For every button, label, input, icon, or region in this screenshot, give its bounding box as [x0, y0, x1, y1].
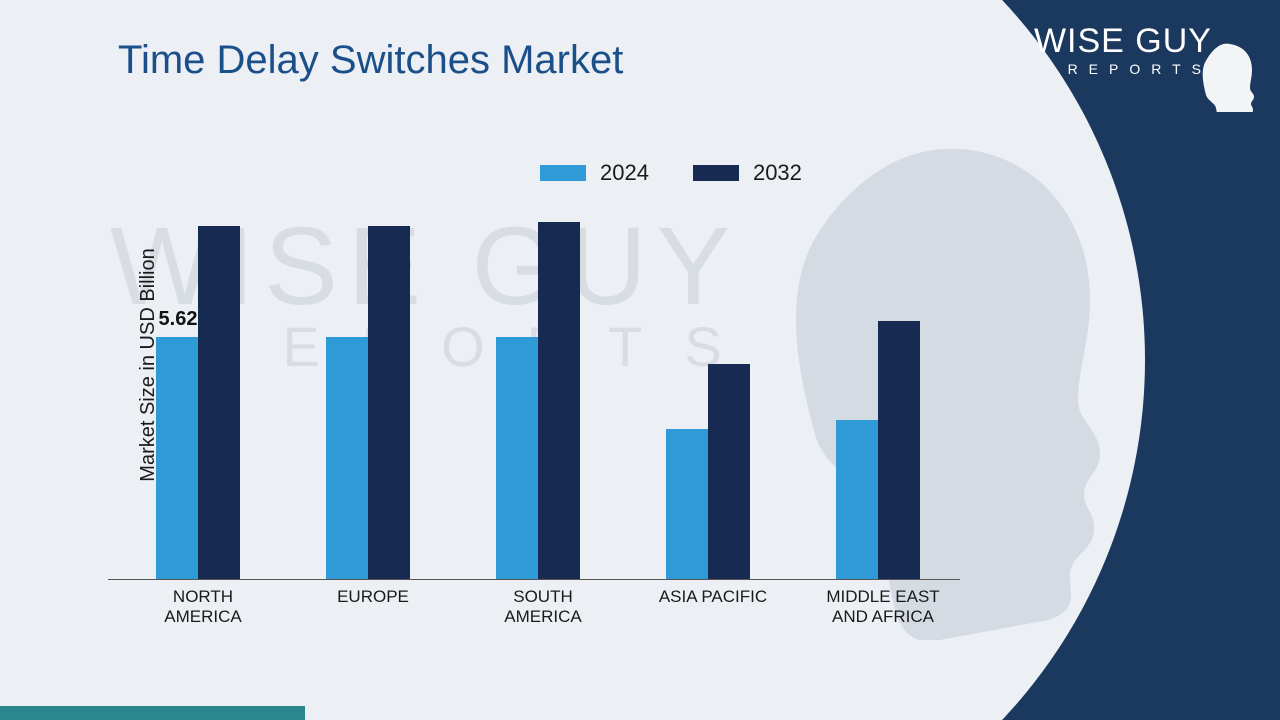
bar-series-2032 [538, 222, 580, 579]
bar-series-2024 [156, 337, 198, 579]
bar-series-2032 [368, 226, 410, 579]
chart-title: Time Delay Switches Market [118, 38, 623, 83]
bar-series-2024 [666, 429, 708, 579]
category-label: SOUTH AMERICA [478, 587, 608, 628]
category-label: MIDDLE EAST AND AFRICA [818, 587, 948, 628]
category-label: ASIA PACIFIC [648, 587, 778, 607]
category-label: EUROPE [308, 587, 438, 607]
bar-series-2024 [496, 337, 538, 579]
plot-area: 5.62NORTH AMERICAEUROPESOUTH AMERICAASIA… [108, 150, 960, 580]
brand-subtitle: REPORTS [1034, 62, 1212, 76]
brand-logo: WISE GUY REPORTS [1034, 24, 1250, 76]
category-label: NORTH AMERICA [138, 587, 268, 628]
brand-name: WISE GUY [1034, 24, 1212, 58]
chart-area: Market Size in USD Billion 5.62NORTH AME… [60, 150, 960, 580]
bar-series-2032 [878, 321, 920, 579]
bar-series-2024 [836, 420, 878, 579]
bar-series-2032 [708, 364, 750, 579]
bar-series-2024 [326, 337, 368, 579]
bar-value-label: 5.62 [138, 308, 218, 331]
bar-series-2032 [198, 226, 240, 579]
accent-bottom-bar [0, 706, 305, 720]
